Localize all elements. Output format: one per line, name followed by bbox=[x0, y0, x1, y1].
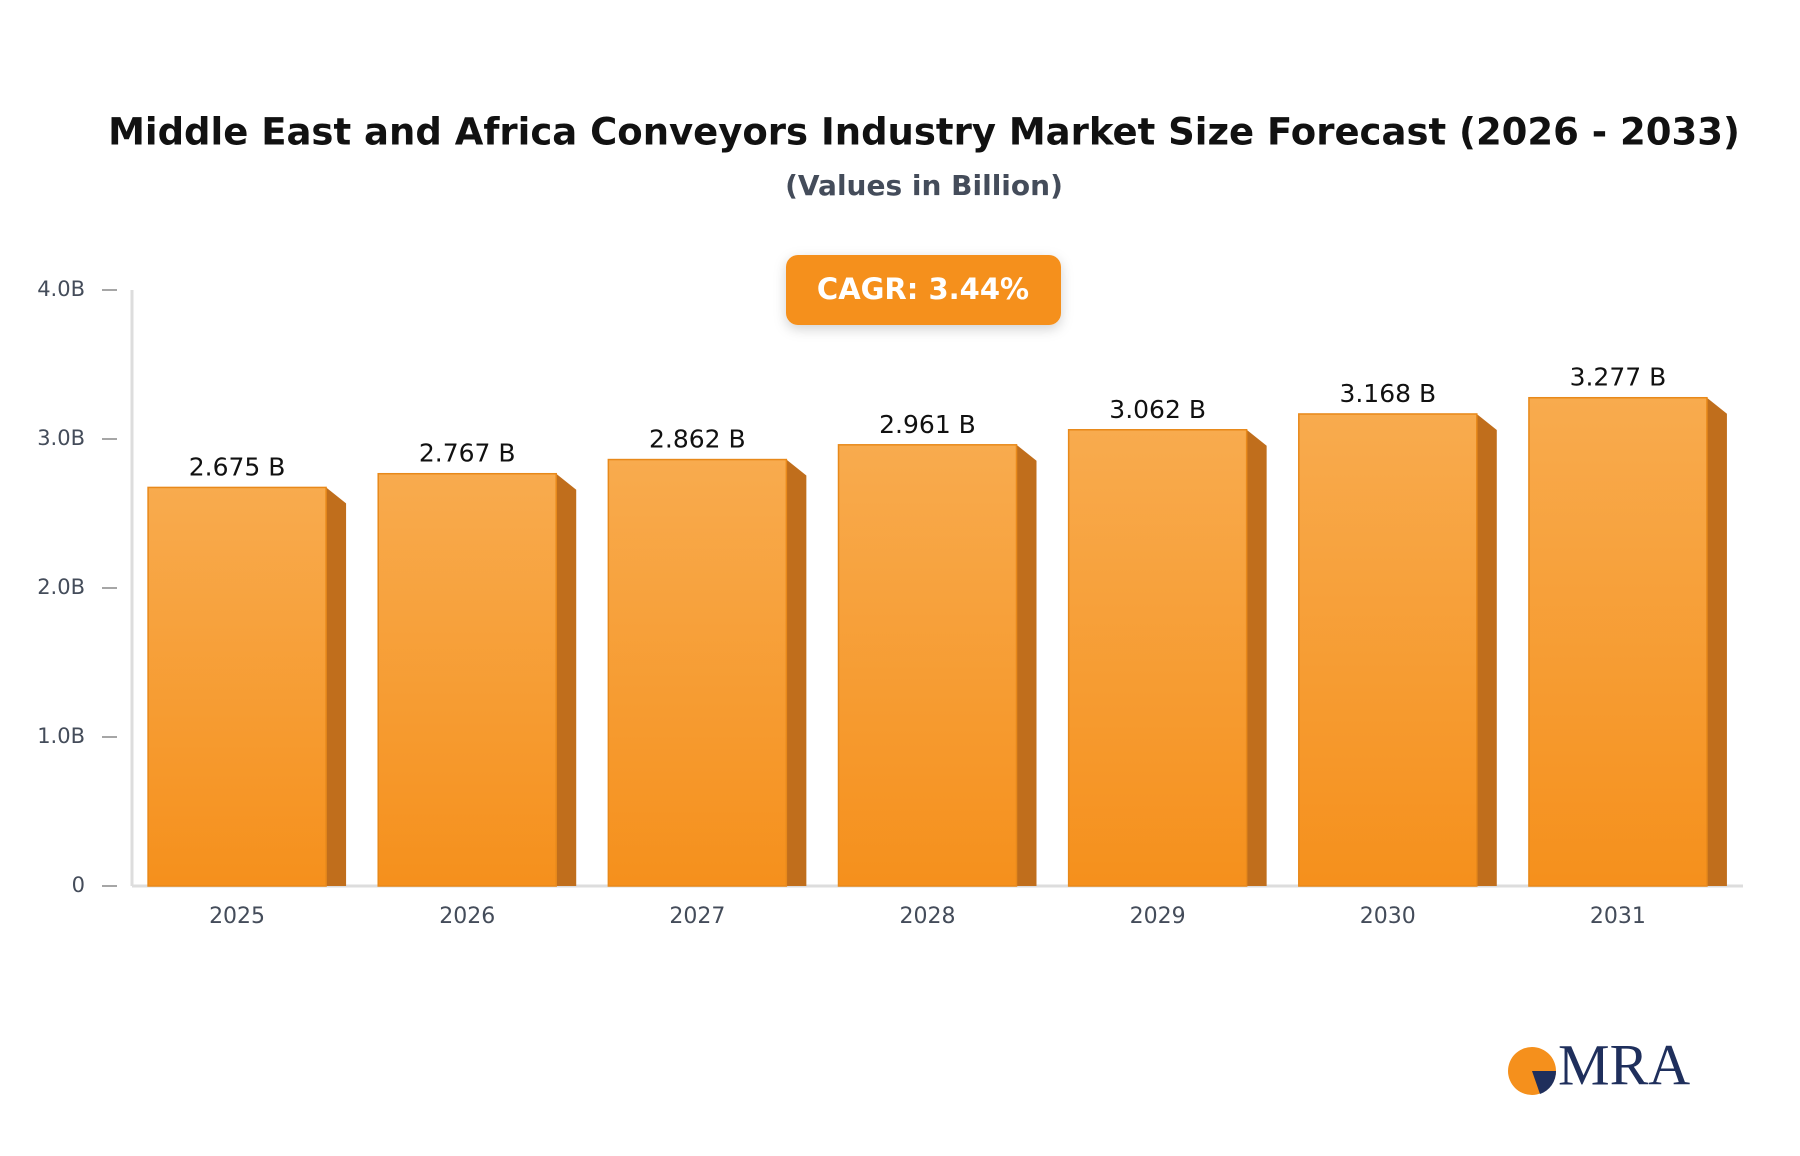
bar-side bbox=[556, 473, 577, 886]
bar bbox=[147, 486, 327, 887]
y-tick-label: 4.0B bbox=[37, 277, 85, 301]
bar-side bbox=[1706, 397, 1727, 886]
bar bbox=[1528, 396, 1708, 887]
cagr-label: CAGR: 3.44% bbox=[817, 272, 1029, 306]
logo-icon-slice bbox=[1532, 1071, 1557, 1094]
bar bbox=[837, 444, 1018, 887]
x-tick-label: 2027 bbox=[669, 904, 725, 929]
value-label: 2.675 B bbox=[189, 452, 286, 481]
logo: MRA bbox=[1508, 1032, 1690, 1097]
value-label: 3.277 B bbox=[1570, 363, 1667, 392]
x-tick-label: 2031 bbox=[1590, 904, 1646, 929]
logo-text: MRA bbox=[1558, 1032, 1690, 1097]
bar bbox=[1298, 413, 1478, 887]
value-label: 3.168 B bbox=[1339, 379, 1436, 408]
y-tick-label: 1.0B bbox=[37, 724, 85, 748]
y-tick-label: 0 bbox=[72, 873, 85, 897]
bar bbox=[377, 472, 557, 887]
bar bbox=[607, 458, 788, 887]
y-tick-label: 2.0B bbox=[37, 575, 85, 599]
value-label: 3.062 B bbox=[1109, 395, 1206, 424]
x-tick-label: 2025 bbox=[209, 904, 265, 929]
value-label: 2.767 B bbox=[419, 439, 516, 468]
value-label: 2.961 B bbox=[879, 410, 976, 439]
bar-side bbox=[1476, 413, 1497, 886]
bar-side bbox=[1246, 429, 1267, 886]
y-tick-label: 3.0B bbox=[37, 426, 85, 450]
x-tick-label: 2029 bbox=[1130, 904, 1186, 929]
cagr-badge bbox=[786, 255, 1061, 325]
x-tick-label: 2028 bbox=[900, 904, 956, 929]
bar bbox=[1067, 429, 1248, 887]
bar-side bbox=[326, 487, 347, 886]
bar-side bbox=[786, 459, 807, 886]
chart-title: Middle East and Africa Conveyors Industr… bbox=[108, 111, 1740, 154]
chart-subtitle: (Values in Billion) bbox=[785, 169, 1063, 202]
x-tick-label: 2030 bbox=[1360, 904, 1416, 929]
x-tick-label: 2026 bbox=[439, 904, 495, 929]
value-label: 2.862 B bbox=[649, 425, 746, 454]
bar-side bbox=[1016, 444, 1037, 886]
